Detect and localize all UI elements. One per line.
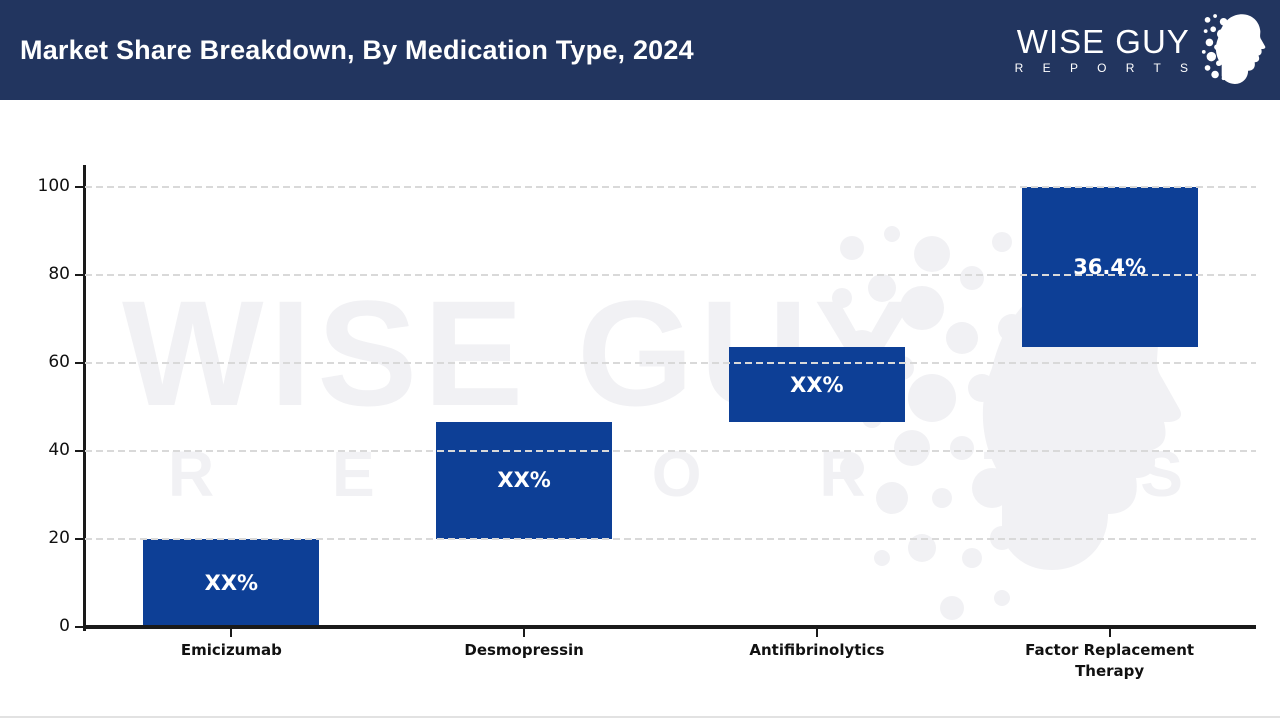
y-tick-label: 40 (48, 440, 70, 460)
logo-subtitle: R E P O R T S (1014, 61, 1196, 75)
wise-guy-reports-logo: WISE GUY R E P O R T S (1011, 9, 1266, 91)
waterfall-chart: 0 20 40 60 80 100 XX% Emicizumab XX% Desmopressin… (0, 100, 1280, 720)
bar-value-label: XX% (204, 571, 259, 595)
y-gridline (85, 538, 1256, 540)
x-tick (523, 629, 526, 637)
bar-segment: XX% (728, 347, 905, 422)
y-tick-label: 20 (48, 528, 70, 548)
y-tick-label: 100 (37, 176, 70, 196)
y-tick (75, 538, 83, 540)
logo-text: WISE GUY R E P O R T S (1011, 25, 1196, 75)
bar-segment: 36.4% (1021, 187, 1198, 348)
y-tick-label: 60 (48, 352, 70, 372)
x-tick (230, 629, 233, 637)
x-category-label: Desmopressin (464, 641, 584, 659)
y-axis (83, 165, 86, 631)
y-tick (75, 186, 83, 188)
y-gridline (85, 274, 1256, 276)
y-tick (75, 274, 83, 276)
y-gridline (85, 362, 1256, 364)
bar-segment: XX% (436, 421, 613, 539)
x-category-label: Factor Replacement Therapy (1025, 641, 1195, 680)
bottom-border (0, 716, 1280, 718)
logo-head-icon (1201, 14, 1266, 84)
chart-title: Market Share Breakdown, By Medication Ty… (20, 34, 694, 65)
x-tick (815, 629, 818, 637)
y-gridline (85, 450, 1256, 452)
x-category-label: Antifibrinolytics (749, 641, 885, 659)
bar-value-label: XX% (790, 372, 844, 397)
y-gridline (85, 186, 1256, 188)
bar-segment: XX% (143, 539, 320, 627)
y-tick-label: 80 (48, 264, 70, 284)
bar-value-label: XX% (497, 468, 551, 493)
y-tick (75, 362, 83, 364)
y-tick-label: 0 (59, 616, 70, 636)
header: Market Share Breakdown, By Medication Ty… (0, 0, 1280, 100)
y-tick (75, 626, 83, 628)
chart-area: WISE GUY R E P O R T S 0 20 40 60 8 (0, 100, 1280, 720)
y-tick (75, 450, 83, 452)
x-axis (83, 625, 1256, 629)
x-tick (1108, 629, 1111, 637)
x-category-label: Emicizumab (180, 641, 282, 659)
logo-wordmark: WISE GUY (1016, 23, 1190, 60)
